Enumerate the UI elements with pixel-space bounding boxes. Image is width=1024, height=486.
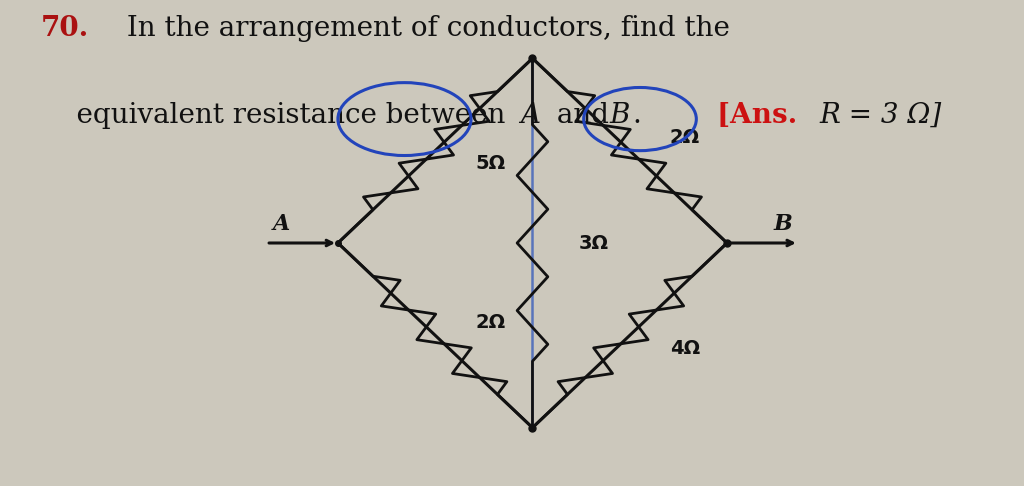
Text: 5Ω: 5Ω (475, 154, 505, 173)
Text: 2Ω: 2Ω (475, 313, 505, 332)
Text: and: and (548, 102, 617, 129)
Text: A: A (520, 102, 541, 129)
Text: 2Ω: 2Ω (670, 128, 699, 147)
Text: 4Ω: 4Ω (670, 339, 699, 358)
Text: B: B (774, 212, 793, 235)
Text: .: . (633, 102, 642, 129)
Text: R = 3 Ω]: R = 3 Ω] (819, 102, 941, 129)
Text: 70.: 70. (41, 15, 89, 42)
Text: A: A (273, 212, 290, 235)
Text: [Ans.: [Ans. (717, 102, 807, 129)
Text: In the arrangement of conductors, find the: In the arrangement of conductors, find t… (118, 15, 730, 42)
Text: equivalent resistance between: equivalent resistance between (41, 102, 514, 129)
Text: B: B (609, 102, 630, 129)
Text: 3Ω: 3Ω (579, 233, 609, 253)
